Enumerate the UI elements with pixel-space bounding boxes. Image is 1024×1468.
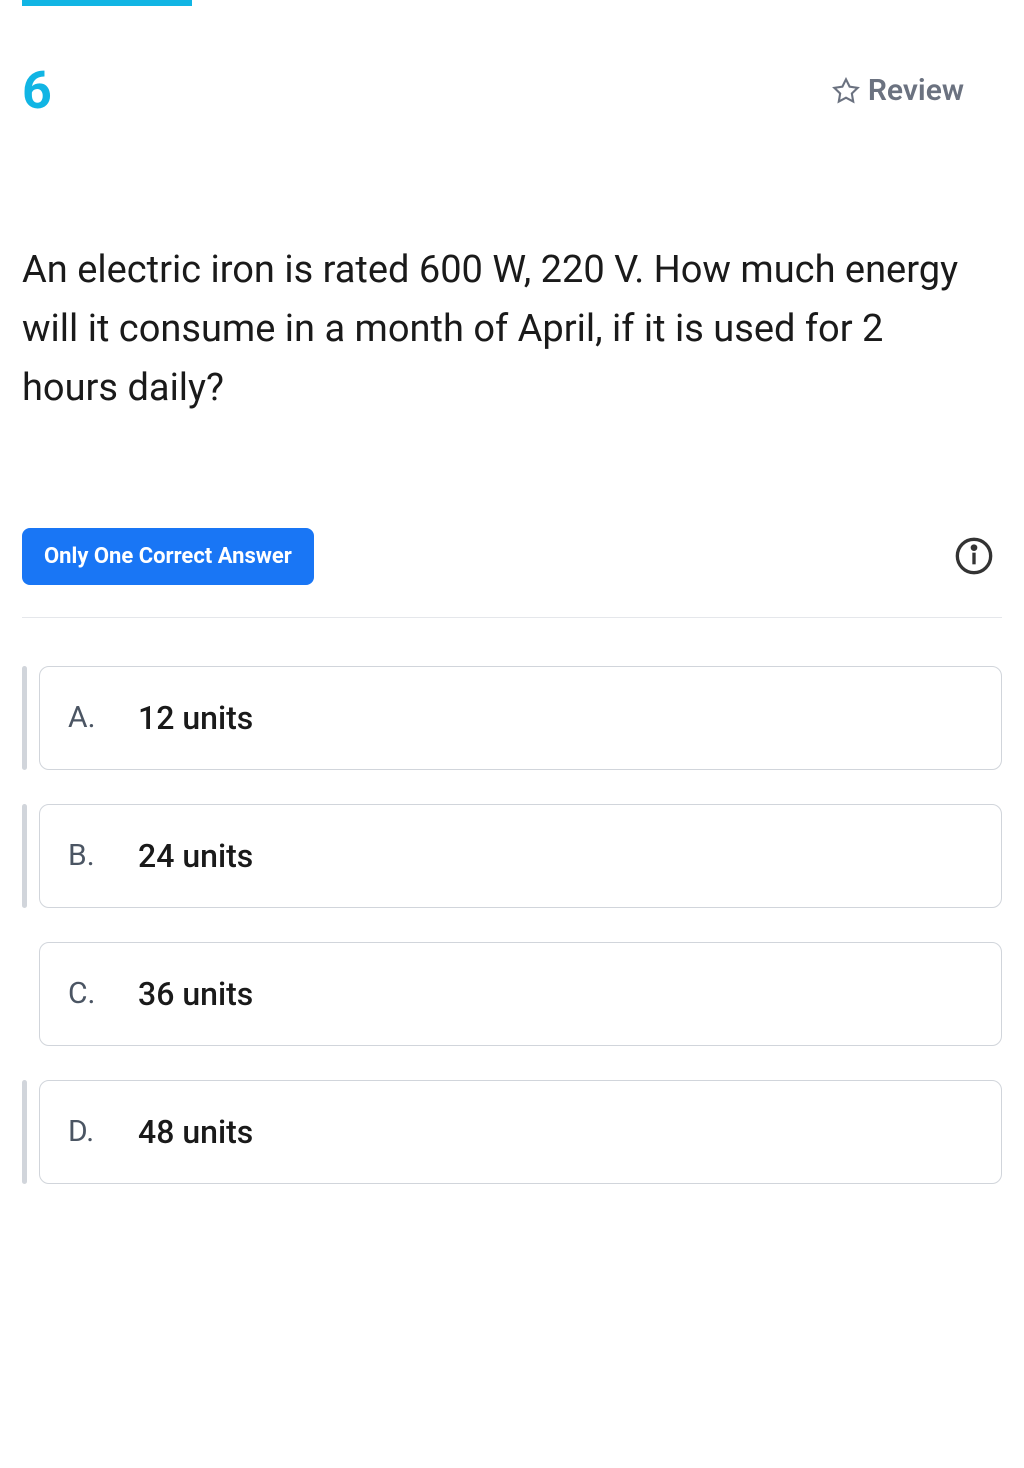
info-icon[interactable] xyxy=(954,536,994,576)
option-letter: D. xyxy=(68,1114,102,1149)
option-text: 24 units xyxy=(138,837,253,875)
option-letter: C. xyxy=(68,976,102,1011)
review-button[interactable]: Review xyxy=(832,73,964,108)
question-text: An electric iron is rated 600 W, 220 V. … xyxy=(0,121,1024,418)
review-label: Review xyxy=(868,73,964,108)
option-letter: A. xyxy=(68,700,102,735)
option-card: B. 24 units xyxy=(39,804,1002,908)
option-letter: B. xyxy=(68,838,102,873)
option-indicator xyxy=(22,942,27,1046)
option-card: A. 12 units xyxy=(39,666,1002,770)
option-d[interactable]: D. 48 units xyxy=(22,1080,1002,1184)
header-accent-bar xyxy=(22,0,192,6)
option-a[interactable]: A. 12 units xyxy=(22,666,1002,770)
question-header: 6 Review xyxy=(0,0,1024,121)
answer-type-row: Only One Correct Answer xyxy=(0,418,1024,585)
option-c[interactable]: C. 36 units xyxy=(22,942,1002,1046)
answer-type-badge: Only One Correct Answer xyxy=(22,528,314,585)
option-text: 36 units xyxy=(138,975,253,1013)
option-indicator xyxy=(22,804,27,908)
star-icon xyxy=(832,77,860,105)
option-b[interactable]: B. 24 units xyxy=(22,804,1002,908)
option-card: D. 48 units xyxy=(39,1080,1002,1184)
question-number: 6 xyxy=(22,60,52,121)
option-card: C. 36 units xyxy=(39,942,1002,1046)
option-text: 12 units xyxy=(138,699,253,737)
options-container: A. 12 units B. 24 units C. 36 units D. 4… xyxy=(0,618,1024,1184)
option-indicator xyxy=(22,666,27,770)
option-text: 48 units xyxy=(138,1113,253,1151)
option-indicator xyxy=(22,1080,27,1184)
